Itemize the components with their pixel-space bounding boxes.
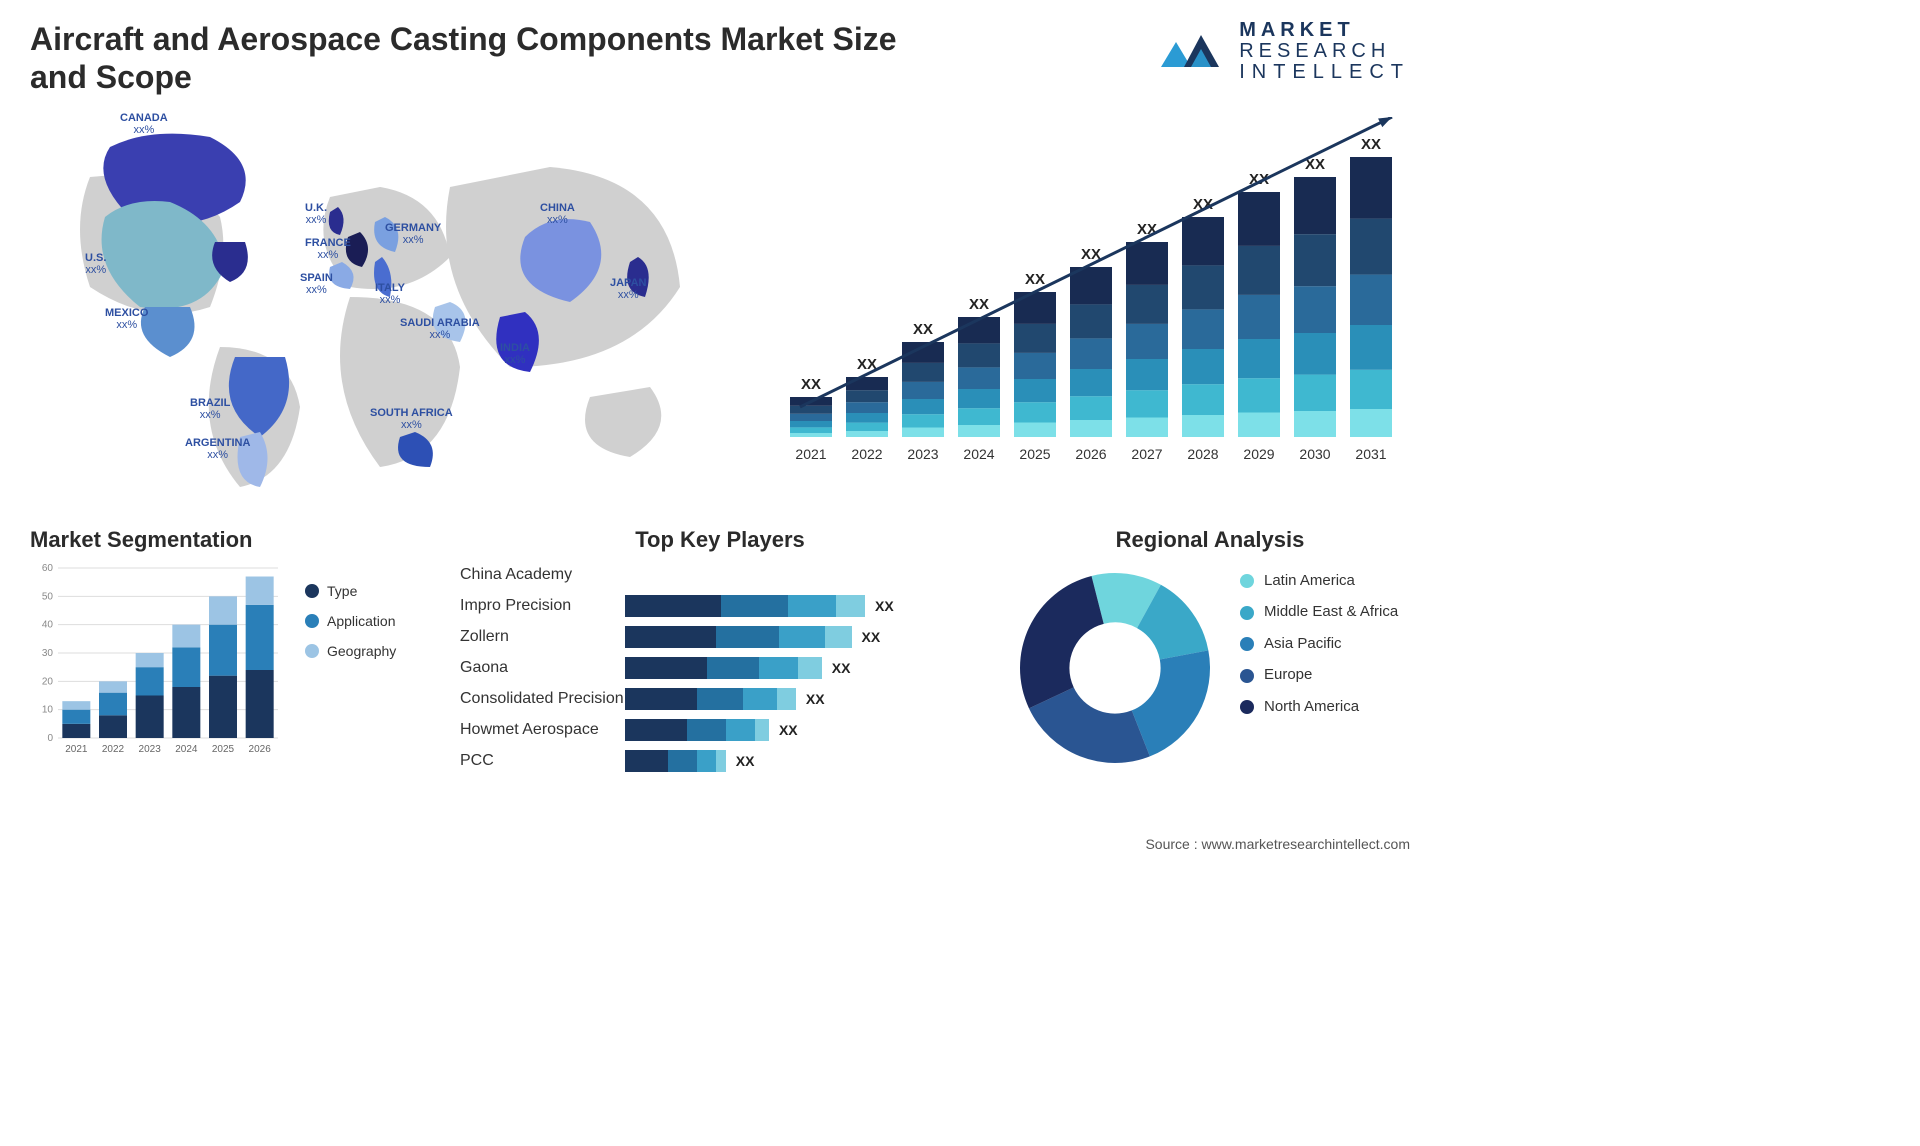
player-name: Consolidated Precision	[460, 690, 625, 708]
map-label: SPAINxx%	[300, 272, 333, 296]
page-title: Aircraft and Aerospace Casting Component…	[30, 20, 930, 97]
regional-legend: Latin America Middle East & Africa Asia Pa…	[1240, 573, 1398, 716]
regional-title: Regional Analysis	[1010, 527, 1410, 553]
svg-text:2024: 2024	[175, 744, 198, 755]
players-panel: Top Key Players China Academy Impro Preci…	[460, 527, 980, 780]
legend-item: Latin America	[1240, 573, 1398, 590]
map-label: U.K.xx%	[305, 202, 327, 226]
player-value: XX	[875, 598, 894, 614]
svg-text:20: 20	[42, 676, 54, 687]
world-map: CANADAxx% U.S.xx% MEXICOxx% BRAZILxx% ARGENT…	[30, 107, 730, 507]
svg-text:2026: 2026	[1075, 446, 1106, 462]
segmentation-legend: Type Application Geography	[305, 583, 396, 763]
brand-logo: MARKET RESEARCH INTELLECT	[1159, 20, 1410, 83]
segmentation-panel: Market Segmentation 0 10 20 30 40 50 60 2021 202…	[30, 527, 430, 780]
map-label: BRAZILxx%	[190, 397, 230, 421]
player-value: XX	[806, 691, 825, 707]
player-row: China Academy	[460, 563, 980, 587]
player-value: XX	[862, 629, 881, 645]
svg-text:2028: 2028	[1187, 446, 1218, 462]
svg-text:0: 0	[47, 733, 53, 744]
player-name: Impro Precision	[460, 597, 625, 615]
players-title: Top Key Players	[460, 527, 980, 553]
svg-text:40: 40	[42, 619, 54, 630]
source-text: Source : www.marketresearchintellect.com	[1145, 836, 1410, 852]
svg-text:XX: XX	[801, 376, 821, 393]
player-name: PCC	[460, 752, 625, 770]
player-value: XX	[779, 722, 798, 738]
legend-item: Middle East & Africa	[1240, 604, 1398, 621]
svg-text:60: 60	[42, 563, 54, 574]
player-row: Zollern XX	[460, 625, 980, 649]
svg-text:XX: XX	[1361, 136, 1381, 153]
svg-text:XX: XX	[1025, 271, 1045, 288]
legend-item: Application	[305, 613, 396, 629]
svg-text:2025: 2025	[1019, 446, 1050, 462]
svg-text:2023: 2023	[907, 446, 938, 462]
svg-text:XX: XX	[913, 321, 933, 338]
logo-mark-icon	[1159, 27, 1229, 77]
map-label: ITALYxx%	[375, 282, 405, 306]
player-name: China Academy	[460, 566, 625, 584]
svg-text:2027: 2027	[1131, 446, 1162, 462]
player-name: Gaona	[460, 659, 625, 677]
legend-item: Geography	[305, 643, 396, 659]
svg-text:2021: 2021	[65, 744, 88, 755]
logo-text-2: RESEARCH	[1239, 41, 1410, 62]
player-row: PCC XX	[460, 749, 980, 773]
svg-text:10: 10	[42, 704, 54, 715]
svg-text:2031: 2031	[1355, 446, 1386, 462]
map-label: INDIAxx%	[500, 342, 530, 366]
player-value: XX	[736, 753, 755, 769]
logo-text-1: MARKET	[1239, 20, 1410, 41]
player-row: Howmet Aerospace XX	[460, 718, 980, 742]
legend-item: North America	[1240, 699, 1398, 716]
player-value: XX	[832, 660, 851, 676]
svg-text:2029: 2029	[1243, 446, 1274, 462]
svg-text:30: 30	[42, 648, 54, 659]
svg-text:2023: 2023	[139, 744, 162, 755]
map-label: SOUTH AFRICAxx%	[370, 407, 453, 431]
map-label: CHINAxx%	[540, 202, 575, 226]
map-label: JAPANxx%	[610, 277, 646, 301]
svg-text:2026: 2026	[249, 744, 272, 755]
svg-text:XX: XX	[969, 296, 989, 313]
growth-bar-chart: XX2021XX2022XX2023XX2024XX2025XX2026XX20…	[770, 117, 1410, 497]
regional-panel: Regional Analysis Latin America Middle Ea…	[1010, 527, 1410, 780]
player-row: Gaona XX	[460, 656, 980, 680]
map-label: ARGENTINAxx%	[185, 437, 250, 461]
map-label: MEXICOxx%	[105, 307, 148, 331]
svg-text:2021: 2021	[795, 446, 826, 462]
svg-text:2024: 2024	[963, 446, 994, 462]
svg-text:2030: 2030	[1299, 446, 1330, 462]
player-name: Howmet Aerospace	[460, 721, 625, 739]
legend-item: Type	[305, 583, 396, 599]
map-label: GERMANYxx%	[385, 222, 441, 246]
map-label: CANADAxx%	[120, 112, 168, 136]
player-name: Zollern	[460, 628, 625, 646]
map-label: FRANCExx%	[305, 237, 351, 261]
player-row: Impro Precision XX	[460, 594, 980, 618]
svg-text:2022: 2022	[851, 446, 882, 462]
map-label: U.S.xx%	[85, 252, 106, 276]
player-row: Consolidated Precision XX	[460, 687, 980, 711]
svg-text:2025: 2025	[212, 744, 235, 755]
map-label: SAUDI ARABIAxx%	[400, 317, 480, 341]
legend-item: Asia Pacific	[1240, 636, 1398, 653]
svg-text:50: 50	[42, 591, 54, 602]
svg-text:2022: 2022	[102, 744, 125, 755]
legend-item: Europe	[1240, 667, 1398, 684]
logo-text-3: INTELLECT	[1239, 62, 1410, 83]
segmentation-title: Market Segmentation	[30, 527, 430, 553]
